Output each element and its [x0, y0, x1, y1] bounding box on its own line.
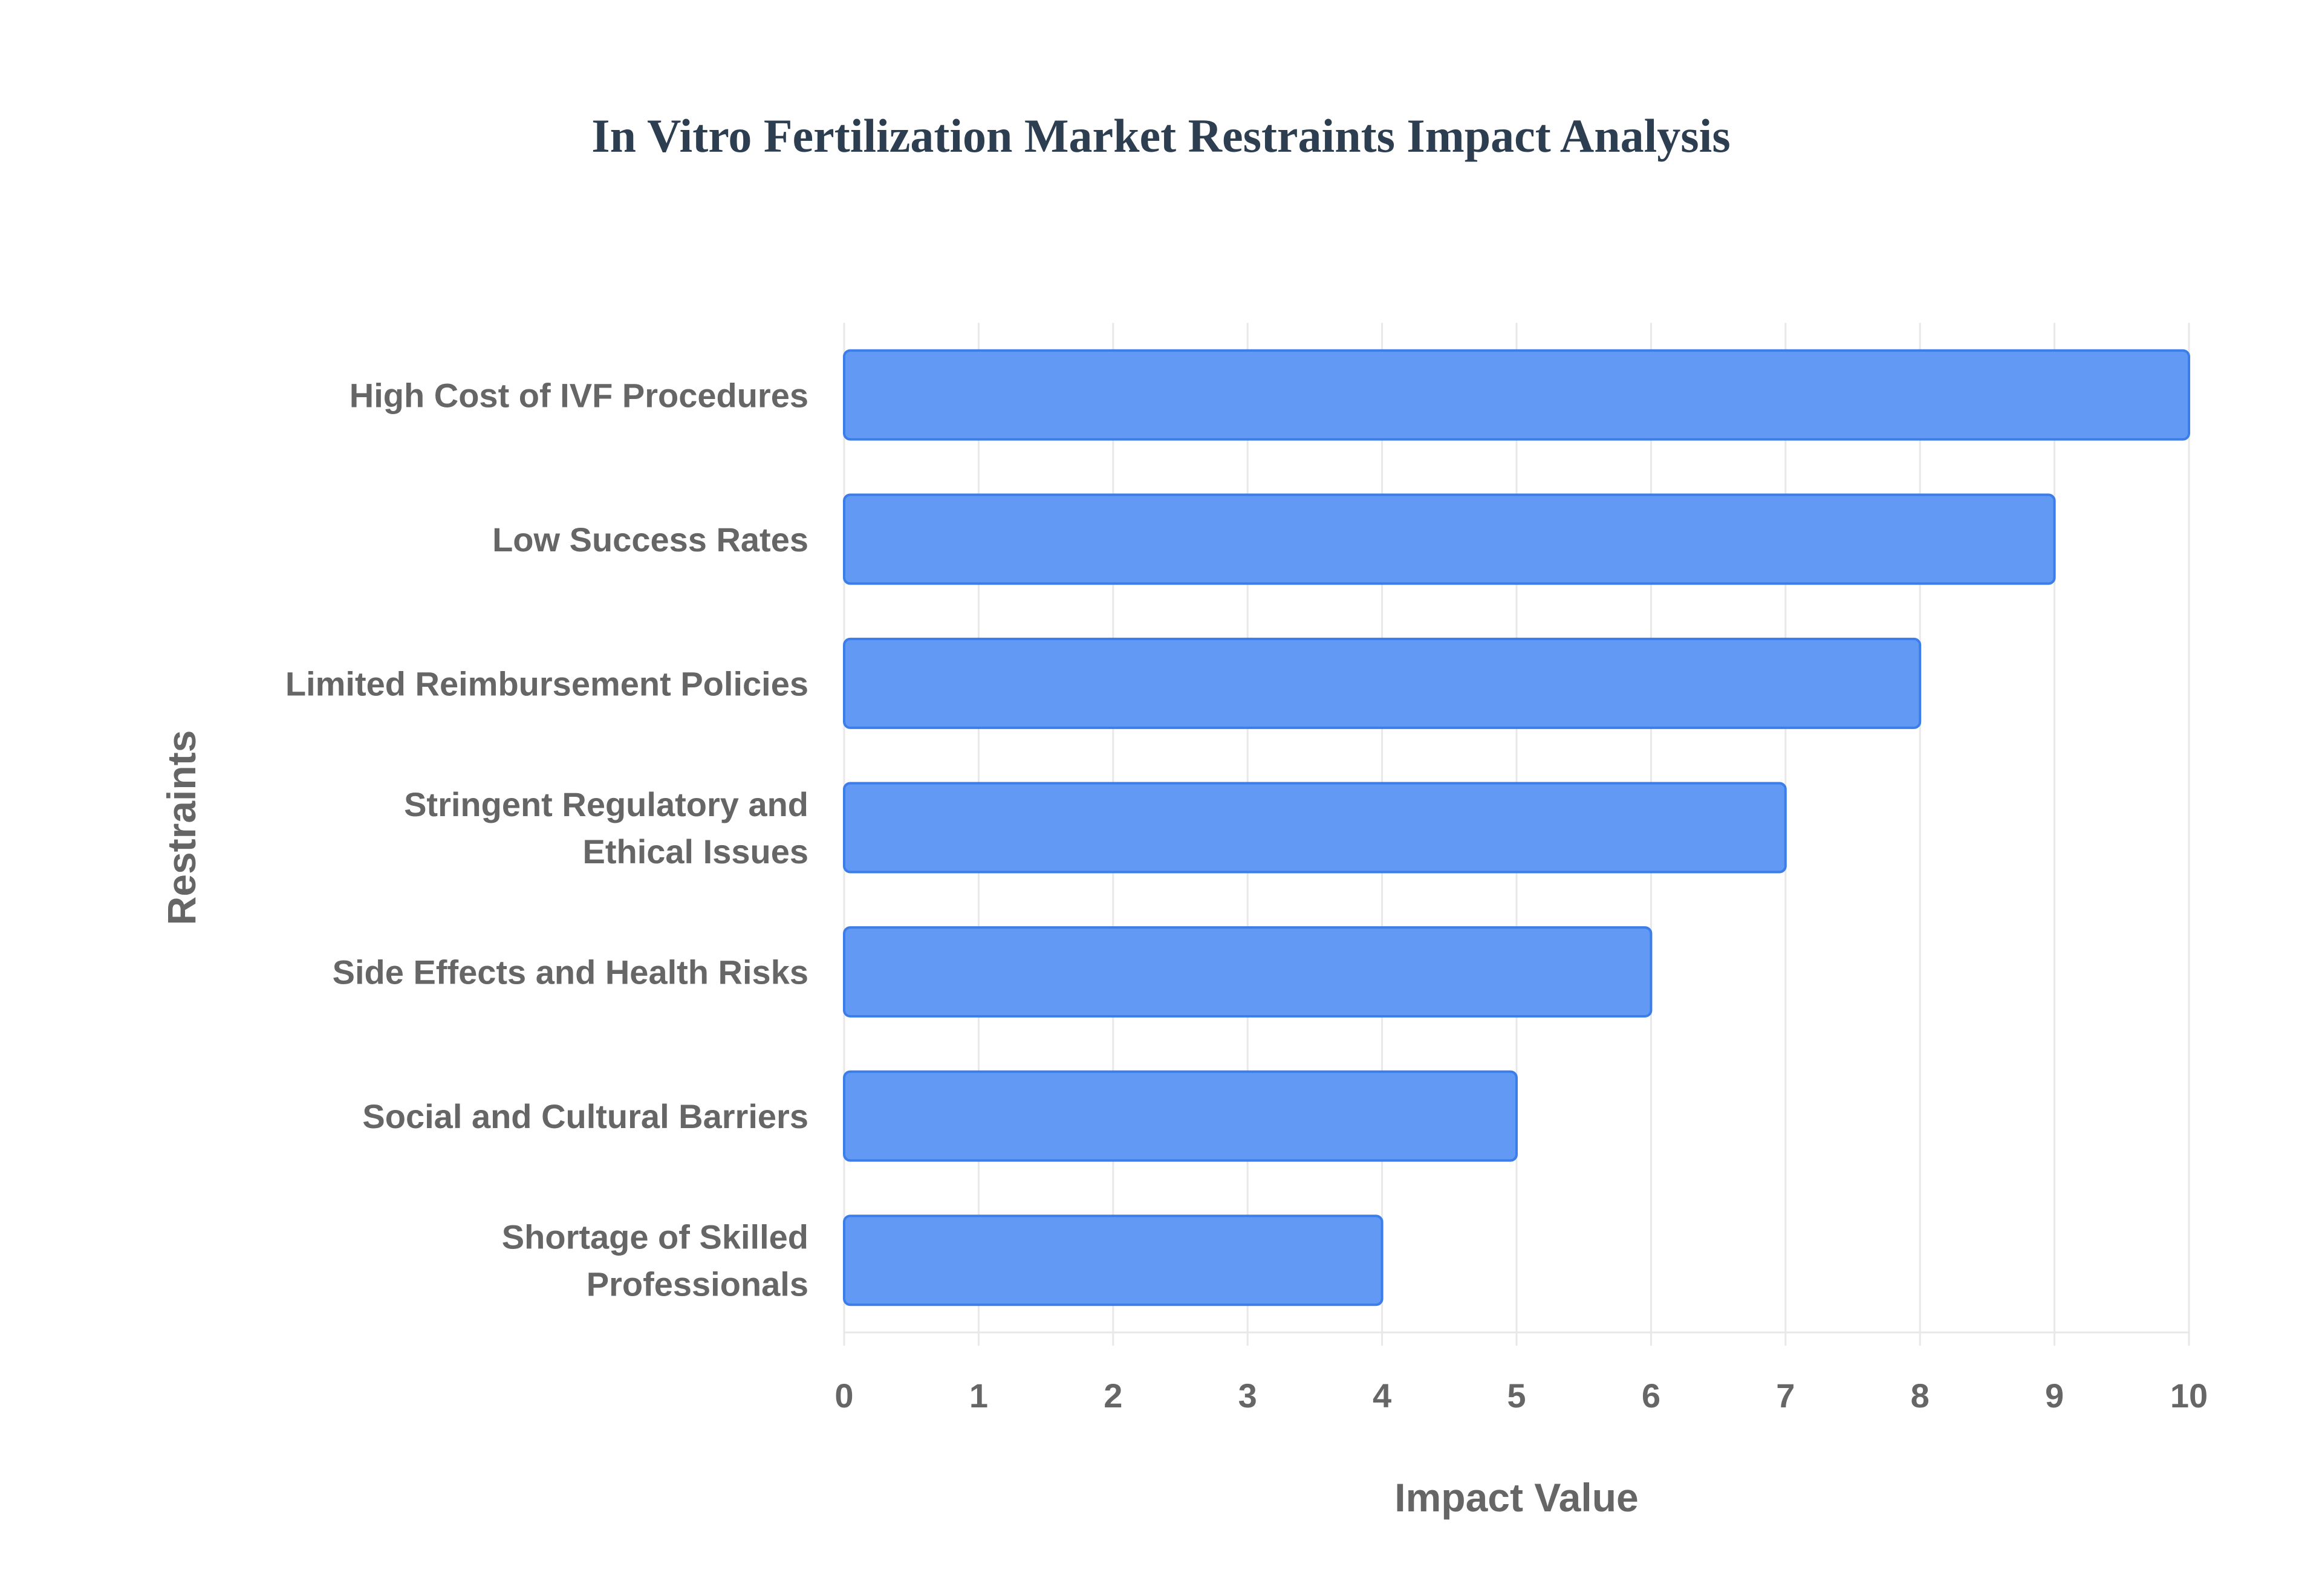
x-tick-label: 5 — [1507, 1377, 1526, 1415]
category-label-line: Side Effects and Health Risks — [333, 953, 808, 991]
category-label-line: Stringent Regulatory and — [404, 785, 808, 823]
category-label: Low Success Rates — [492, 521, 808, 559]
category-label: High Cost of IVF Procedures — [350, 376, 808, 414]
x-tick-label: 1 — [969, 1377, 988, 1415]
x-tick-label: 8 — [1911, 1377, 1930, 1415]
category-label-line: Professionals — [587, 1265, 808, 1303]
bar — [843, 637, 1922, 729]
x-tick-label: 6 — [1642, 1377, 1660, 1415]
bar — [843, 926, 1653, 1018]
category-label: Limited Reimbursement Policies — [285, 664, 808, 702]
bar — [843, 1215, 1384, 1306]
bar — [843, 493, 2056, 585]
category-label-line: Ethical Issues — [582, 832, 808, 871]
bar — [843, 1070, 1518, 1162]
category-label: Stringent Regulatory and Ethical Issues — [404, 785, 808, 871]
category-label: Social and Cultural Barriers — [362, 1097, 808, 1135]
category-label-line: Low Success Rates — [492, 521, 808, 559]
x-tick-label: 3 — [1238, 1377, 1257, 1415]
x-axis-title: Impact Value — [1394, 1475, 1639, 1520]
y-axis-title: Restraints — [159, 730, 204, 926]
category-label-line: Shortage of Skilled — [502, 1218, 808, 1256]
x-tick-label: 0 — [834, 1377, 853, 1415]
category-label: Shortage of Skilled Professionals — [502, 1218, 808, 1303]
x-tick-label: 7 — [1776, 1377, 1795, 1415]
chart-title: In Vitro Fertilization Market Restraints… — [591, 109, 1731, 162]
category-label: Side Effects and Health Risks — [333, 953, 808, 991]
category-label-line: High Cost of IVF Procedures — [350, 376, 808, 414]
x-tick-label: 2 — [1104, 1377, 1122, 1415]
x-tick-label: 9 — [2045, 1377, 2064, 1415]
category-label-line: Social and Cultural Barriers — [362, 1097, 808, 1135]
bar — [843, 349, 2190, 441]
x-tick-label: 4 — [1373, 1377, 1391, 1415]
category-label-line: Limited Reimbursement Policies — [285, 664, 808, 702]
x-tick-label: 10 — [2170, 1377, 2208, 1415]
bar — [843, 782, 1787, 874]
